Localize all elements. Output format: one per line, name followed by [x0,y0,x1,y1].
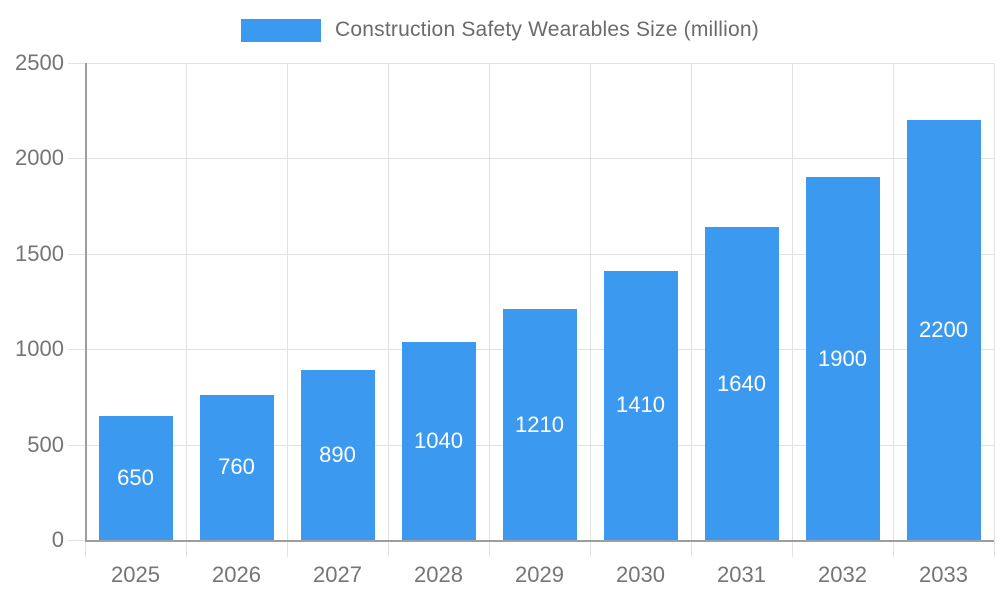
y-tick-label: 1500 [15,240,64,266]
bar-2029: 1210 [502,309,577,540]
y-tick-label: 0 [51,527,64,552]
x-tick-label: 2028 [414,562,463,587]
gridline-v [893,63,894,540]
bar-2028: 1040 [401,341,476,540]
y-axis-tick [68,63,85,64]
gridline-h [85,158,994,160]
x-axis-tick [388,540,389,557]
y-axis-tick [68,540,85,541]
x-axis-tick [590,540,591,557]
y-tick-label: 2000 [15,145,64,171]
y-axis-tick [68,253,85,255]
y-axis-tick [68,444,85,446]
bar-2025: 650 [98,415,173,540]
x-tick-label: 2025 [111,562,160,587]
y-axis-line [85,63,87,542]
x-axis-tick [792,540,793,557]
x-axis-tick [893,540,894,557]
bar-value-label: 1040 [414,427,463,453]
bar-value-label: 760 [218,454,255,480]
y-tick-label: 1000 [15,336,64,362]
bar-2031: 1640 [704,227,779,540]
bar-2032: 1900 [805,177,880,540]
gridline-h [85,63,994,64]
x-axis-tick [691,540,692,557]
bar-value-label: 1640 [717,370,766,396]
gridline-v [590,63,591,540]
x-tick-label: 2026 [212,562,261,587]
x-axis-tick [489,540,490,557]
x-tick-label: 2030 [616,562,665,587]
y-axis-tick [68,158,85,160]
bar-value-label: 650 [117,464,154,490]
x-tick-label: 2032 [818,562,867,587]
gridline-v [792,63,793,540]
x-axis-line [85,540,994,542]
x-axis-tick [85,540,86,557]
bar-2027: 890 [300,370,375,540]
gridline-v [489,63,490,540]
bar-2030: 1410 [603,270,678,540]
bar-value-label: 1210 [515,411,564,437]
gridline-v [186,63,187,540]
x-tick-label: 2027 [313,562,362,587]
x-axis-tick [994,540,995,557]
bar-value-label: 1410 [616,392,665,418]
bar-2026: 760 [199,394,274,540]
bar-value-label: 2200 [919,317,968,343]
x-axis-tick [287,540,288,557]
legend: Construction Safety Wearables Size (mill… [0,18,1000,42]
x-tick-label: 2031 [717,562,766,587]
bar-value-label: 1900 [818,345,867,371]
gridline-v [691,63,692,540]
gridline-v [994,63,995,540]
bar-value-label: 890 [319,442,356,468]
x-tick-label: 2033 [919,562,968,587]
y-axis-tick [68,349,85,351]
x-tick-label: 2029 [515,562,564,587]
gridline-v [287,63,288,540]
gridline-v [388,63,389,540]
legend-swatch [241,18,322,42]
y-tick-label: 500 [27,431,64,457]
gridline-h [85,253,994,255]
legend-label: Construction Safety Wearables Size (mill… [335,18,759,41]
x-axis-tick [186,540,187,557]
bar-2033: 2200 [906,120,981,540]
y-tick-label: 2500 [15,50,64,75]
